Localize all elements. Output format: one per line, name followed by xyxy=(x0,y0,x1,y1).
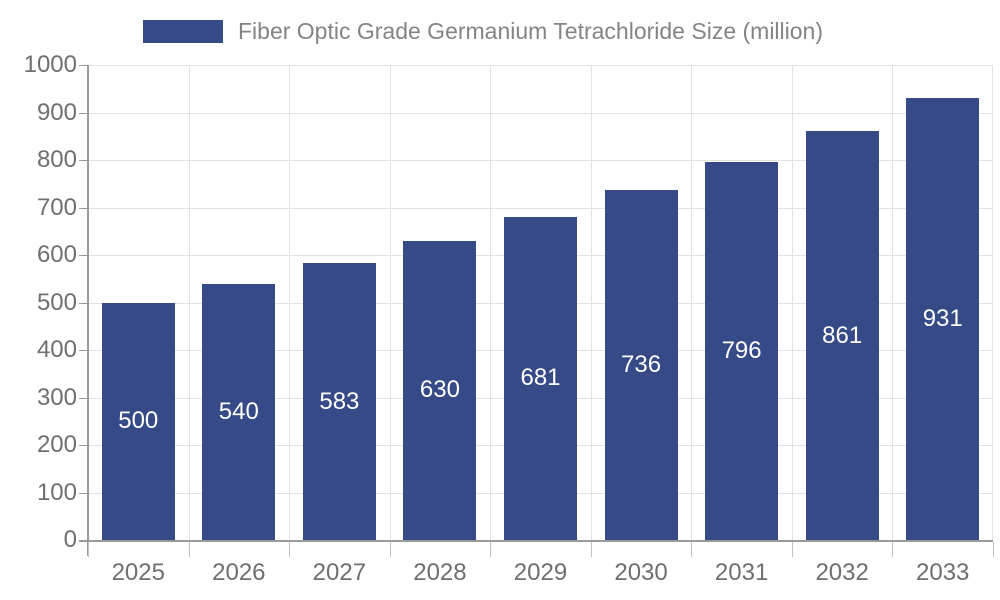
y-tick-label: 600 xyxy=(36,241,77,268)
y-tick-label: 0 xyxy=(63,526,77,553)
y-axis-tick xyxy=(79,255,88,256)
x-axis-tick xyxy=(791,542,793,557)
bar-value-label: 931 xyxy=(922,304,963,332)
x-tick-label: 2033 xyxy=(916,559,970,586)
y-axis-tick xyxy=(79,112,88,114)
bar-2027[interactable]: 583 xyxy=(302,263,376,540)
x-axis-tick xyxy=(892,542,894,557)
y-axis-tick xyxy=(79,207,88,209)
y-gridline xyxy=(88,112,993,114)
bar-2033[interactable]: 931 xyxy=(906,97,980,540)
y-tick-label: 300 xyxy=(36,383,77,411)
bar-value-label: 540 xyxy=(218,397,259,425)
y-tick-label: 900 xyxy=(36,98,77,126)
x-gridline xyxy=(188,65,190,540)
y-axis-tick xyxy=(79,65,88,66)
bar-2030[interactable]: 736 xyxy=(604,190,678,540)
y-gridline xyxy=(88,160,993,161)
x-axis-tick xyxy=(188,542,190,557)
y-axis-tick xyxy=(79,160,88,161)
x-tick-label: 2030 xyxy=(614,559,668,586)
legend-item[interactable]: Fiber Optic Grade Germanium Tetrachlorid… xyxy=(143,17,823,45)
y-axis-line xyxy=(87,65,89,556)
bar-2031[interactable]: 796 xyxy=(705,161,779,540)
y-tick-label: 200 xyxy=(36,431,77,458)
x-axis-tick xyxy=(490,542,492,557)
y-axis-tick xyxy=(79,540,88,541)
x-gridline xyxy=(791,65,793,540)
bar-2029[interactable]: 681 xyxy=(504,216,577,540)
legend-label: Fiber Optic Grade Germanium Tetrachlorid… xyxy=(238,18,823,44)
y-tick-label: 1000 xyxy=(23,51,77,78)
y-axis-tick xyxy=(79,445,88,446)
bar-value-label: 736 xyxy=(621,351,662,379)
x-axis-tick xyxy=(993,542,994,557)
x-gridline xyxy=(590,65,592,540)
x-gridline xyxy=(691,65,693,540)
y-tick-label: 700 xyxy=(36,193,77,221)
x-gridline xyxy=(992,65,993,540)
plot-area: 500 540 583 630 681 736 796 861 931 xyxy=(88,65,993,540)
bar-2026[interactable]: 540 xyxy=(202,283,276,540)
x-tick-label: 2032 xyxy=(815,559,869,586)
bar-value-label: 500 xyxy=(118,407,159,435)
bar-2025[interactable]: 500 xyxy=(101,302,175,540)
y-axis-tick xyxy=(79,397,88,399)
x-gridline xyxy=(490,65,492,540)
x-gridline xyxy=(289,65,291,540)
x-axis-tick xyxy=(691,542,693,557)
y-axis-tick xyxy=(79,302,88,304)
y-axis-tick xyxy=(79,350,88,351)
x-axis-tick xyxy=(289,542,291,557)
x-tick-label: 2031 xyxy=(714,559,769,586)
bar-value-label: 681 xyxy=(520,364,561,392)
y-tick-label: 500 xyxy=(36,288,77,316)
x-tick-label: 2028 xyxy=(413,559,467,586)
bar-value-label: 630 xyxy=(419,376,460,404)
legend-swatch xyxy=(143,19,223,43)
x-tick-label: 2027 xyxy=(312,559,367,586)
x-tick-label: 2029 xyxy=(513,559,568,586)
x-axis-tick xyxy=(389,542,391,557)
bar-value-label: 583 xyxy=(319,387,360,415)
y-tick-label: 800 xyxy=(36,146,77,173)
x-tick-label: 2025 xyxy=(111,559,165,586)
y-tick-label: 100 xyxy=(36,478,77,506)
bar-value-label: 796 xyxy=(721,336,762,364)
y-gridline xyxy=(88,207,993,209)
x-axis-tick xyxy=(88,542,89,557)
y-gridline xyxy=(88,65,993,66)
bar-value-label: 861 xyxy=(822,321,863,349)
x-tick-label: 2026 xyxy=(212,559,266,586)
bar-2028[interactable]: 630 xyxy=(403,240,477,540)
y-axis-tick xyxy=(79,492,88,494)
x-gridline xyxy=(389,65,391,540)
x-axis-tick xyxy=(590,542,592,557)
bar-2032[interactable]: 861 xyxy=(805,131,879,540)
y-tick-label: 400 xyxy=(36,336,77,363)
x-gridline xyxy=(892,65,894,540)
x-axis-line xyxy=(79,540,993,542)
